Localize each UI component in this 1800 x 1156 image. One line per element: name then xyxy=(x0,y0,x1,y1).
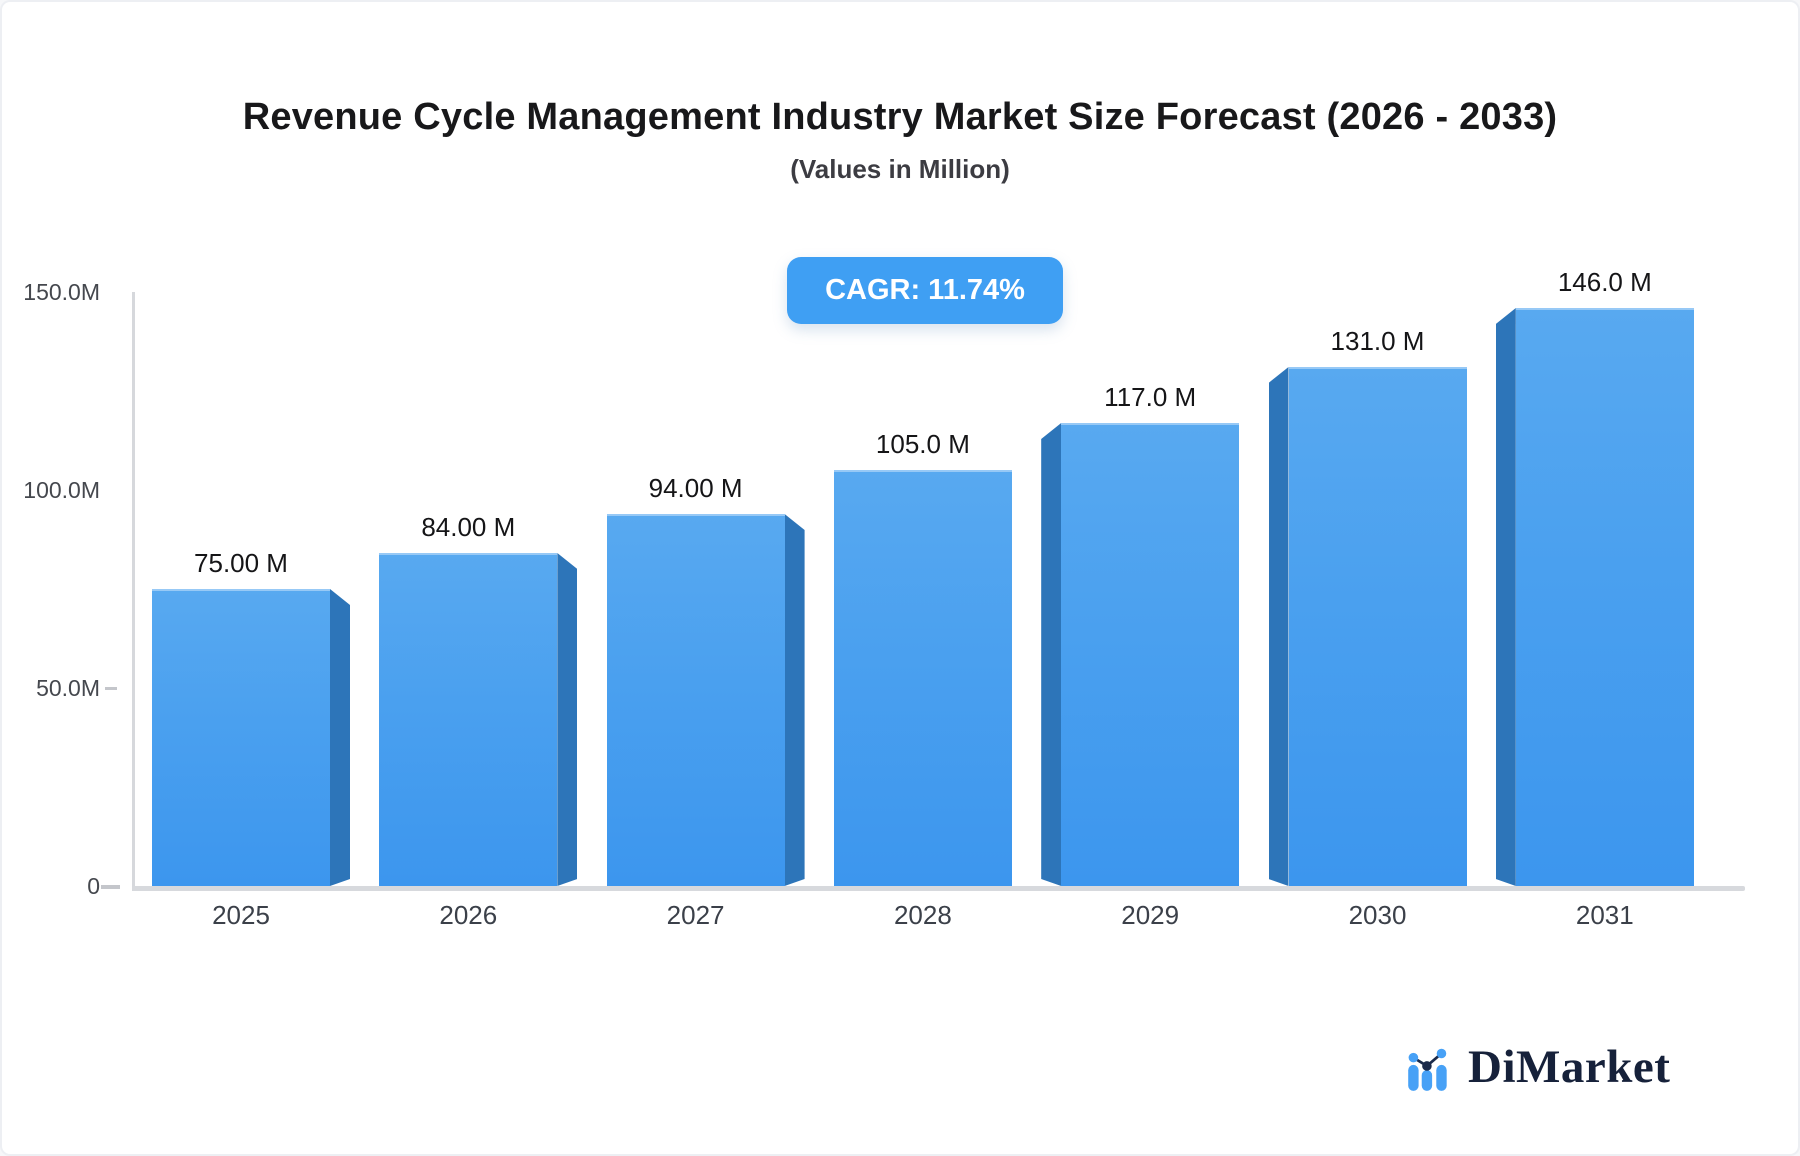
x-tick-label-2027: 2027 xyxy=(666,900,725,930)
brand-name: DiMarket xyxy=(1468,1041,1671,1093)
x-tick-label-2028: 2028 xyxy=(893,900,952,930)
bar-2029[interactable]: 117.0 M xyxy=(1061,382,1240,886)
bar-2028[interactable]: 105.0 M xyxy=(833,429,1012,886)
y-axis-line xyxy=(132,292,135,891)
x-tick-label-2031: 2031 xyxy=(1575,900,1634,930)
bar-value-label: 105.0 M xyxy=(875,429,970,459)
y-tick-label-50: 50.0M xyxy=(36,675,100,701)
bar-2025[interactable]: 75.00 M xyxy=(152,548,330,886)
bar-value-label: 94.00 M xyxy=(648,473,743,503)
bar-3d-side xyxy=(1041,423,1061,886)
bar-2031[interactable]: 146.0 M xyxy=(1516,267,1694,886)
y-tick-label-100: 100.0M xyxy=(23,477,100,503)
bar-value-label: 117.0 M xyxy=(1104,382,1197,412)
x-tick-label-2029: 2029 xyxy=(1121,900,1180,930)
bar-value-label: 131.0 M xyxy=(1330,326,1425,356)
brand-logo: DiMarket xyxy=(1406,1040,1670,1094)
mini-bar-line-chart-icon xyxy=(1408,1048,1447,1091)
bars-layer: 75.00 M 84.00 M 94.00 M 105.0 M 117.0 M … xyxy=(2,267,1798,886)
bar-3d-side xyxy=(557,553,577,886)
bar-3d-side xyxy=(330,589,350,886)
bar-3d-side xyxy=(785,514,805,886)
x-tick-label-2025: 2025 xyxy=(212,900,270,930)
x-tick-label-2026: 2026 xyxy=(439,900,498,930)
bar-2026[interactable]: 84.00 M xyxy=(379,512,557,886)
bar-3d-side xyxy=(1269,367,1289,886)
y-tick-label-0: 0 xyxy=(87,873,100,899)
chart-subtitle: (Values in Million) xyxy=(790,154,1010,184)
bar-2030[interactable]: 131.0 M xyxy=(1289,326,1467,886)
cagr-badge: CAGR: 11.74% xyxy=(787,257,1063,324)
bar-3d-side xyxy=(1496,308,1516,886)
x-axis-baseline xyxy=(132,886,1745,891)
y-tick-mark-50 xyxy=(105,687,117,690)
x-tick-label-2030: 2030 xyxy=(1348,900,1407,930)
bar-value-label: 146.0 M xyxy=(1557,267,1652,297)
bar-2027[interactable]: 94.00 M xyxy=(606,473,785,886)
chart-title: Revenue Cycle Management Industry Market… xyxy=(242,96,1558,138)
y-tick-mark-0 xyxy=(101,885,120,889)
bar-value-label: 75.00 M xyxy=(194,548,288,578)
y-tick-label-150: 150.0M xyxy=(23,279,100,305)
bar-value-label: 84.00 M xyxy=(421,512,516,542)
